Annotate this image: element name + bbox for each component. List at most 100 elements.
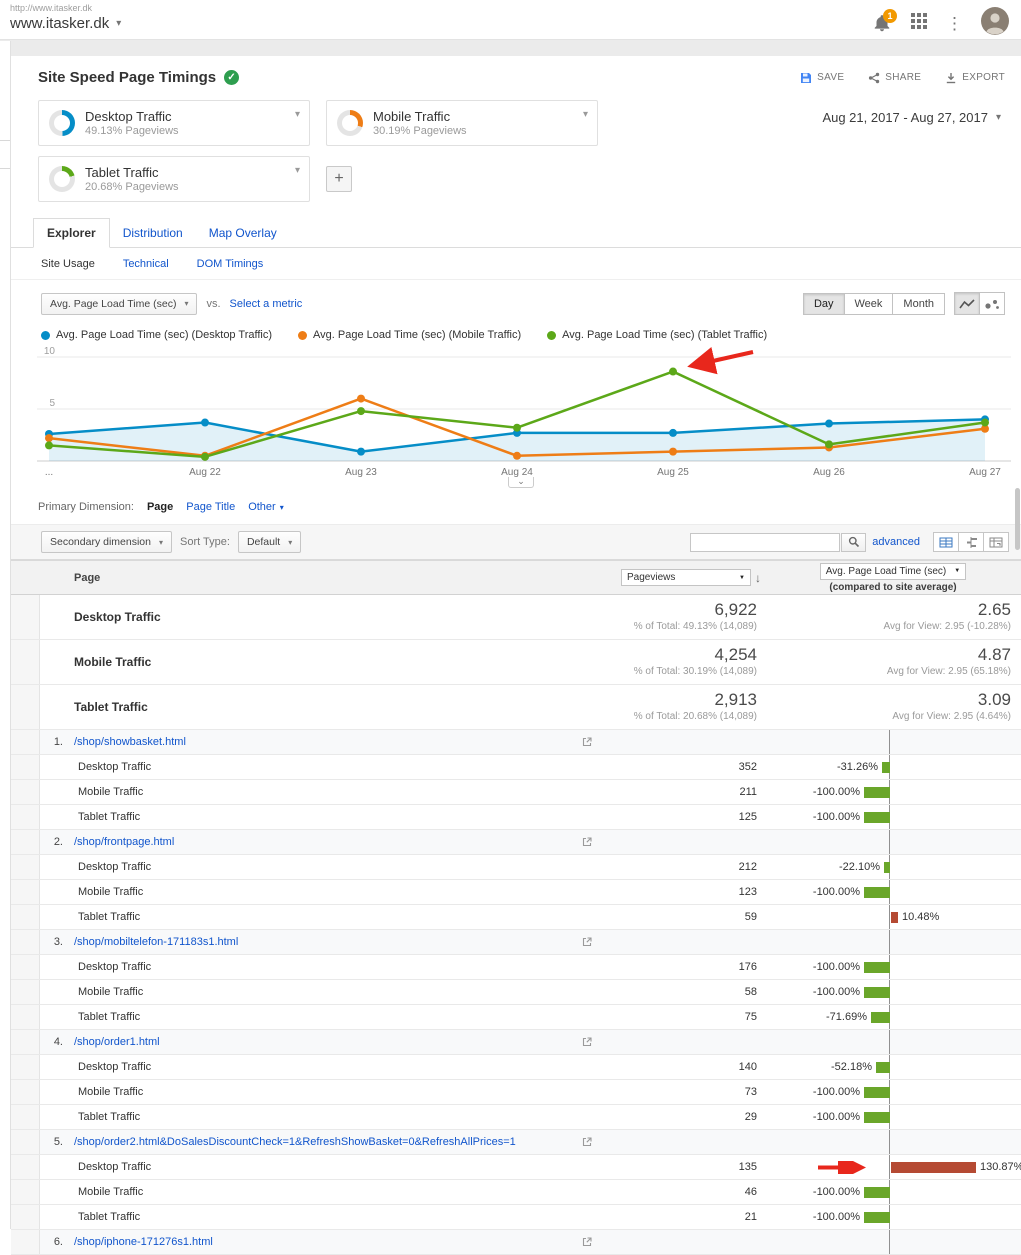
row-gutter [11, 1105, 40, 1129]
summary-pageviews-cell: 4,254 % of Total: 30.19% (14,089) [600, 640, 765, 684]
row-gutter [11, 780, 40, 804]
segment-card-tablet-traffic[interactable]: Tablet Traffic 20.68% Pageviews ▾ [38, 156, 310, 202]
pageviews-cell [600, 1030, 765, 1054]
page-link[interactable]: /shop/order2.html&DoSalesDiscountCheck=1… [74, 1136, 516, 1148]
change-percent-label: 10.48% [902, 911, 940, 923]
page-link[interactable]: /shop/mobiltelefon-171183s1.html [74, 936, 239, 948]
save-button[interactable]: SAVE [800, 72, 844, 84]
dimension-other-dropdown[interactable]: Other ▾ [248, 501, 284, 513]
timeseries-chart[interactable]: 5 10... Aug 22 Aug 23 Aug 24 Aug 25 Aug 26 Aug … [11, 345, 1021, 485]
select-a-metric-link[interactable]: Select a metric [229, 297, 303, 310]
metric-change-cell: -100.00% [765, 805, 1021, 829]
segment-card-desktop-traffic[interactable]: Desktop Traffic 49.13% Pageviews ▾ [38, 100, 310, 146]
row-number-cell [40, 1055, 68, 1079]
export-button[interactable]: EXPORT [945, 72, 1005, 84]
metric-select-dropdown[interactable]: Avg. Page Load Time (sec) ▾ [41, 292, 198, 315]
chevron-down-icon[interactable]: ▾ [294, 109, 300, 120]
summary-metric-subtext: Avg for View: 2.95 (65.18%) [886, 666, 1011, 677]
segment-subtitle: 30.19% Pageviews [373, 125, 467, 137]
property-selector[interactable]: www.itasker.dk ▾ [10, 15, 1021, 32]
pageviews-column-selector[interactable]: Pageviews ▼ [621, 569, 751, 586]
column-header-page[interactable]: Page [74, 572, 101, 584]
notifications-button[interactable]: 1 [872, 8, 897, 35]
pageviews-value: 176 [738, 961, 757, 973]
table-row-page: 2. /shop/frontpage.html [11, 830, 1021, 855]
advanced-search-link[interactable]: advanced [872, 536, 920, 548]
date-range-selector[interactable]: Aug 21, 2017 - Aug 27, 2017 ▾ [822, 110, 1001, 125]
page-link[interactable]: /shop/order1.html [74, 1036, 160, 1048]
segment-name-cell: Desktop Traffic [68, 755, 600, 779]
apps-grid-button[interactable] [910, 12, 928, 35]
open-in-new-button[interactable] [582, 937, 592, 947]
pivot-view-button[interactable] [983, 532, 1009, 552]
pageviews-column-label: Pageviews [627, 572, 676, 583]
summary-pageviews-subtext: % of Total: 49.13% (14,089) [633, 621, 757, 632]
open-in-new-button[interactable] [582, 837, 592, 847]
row-gutter [11, 1005, 40, 1029]
change-percent-label: -100.00% [812, 986, 860, 998]
secondary-dimension-button[interactable]: Secondary dimension ▾ [41, 531, 172, 553]
chevron-down-icon[interactable]: ▾ [294, 165, 300, 176]
segment-card-mobile-traffic[interactable]: Mobile Traffic 30.19% Pageviews ▾ [326, 100, 598, 146]
open-in-new-button[interactable] [582, 1137, 592, 1147]
summary-row: Desktop Traffic 6,922 % of Total: 49.13% (… [11, 595, 1021, 640]
granularity-week-button[interactable]: Week [843, 292, 894, 315]
add-segment-button[interactable]: + [326, 166, 352, 192]
dimension-page-title[interactable]: Page Title [186, 501, 236, 513]
open-in-new-button[interactable] [582, 1237, 592, 1247]
table-toolbar: Secondary dimension ▾ Sort Type: Default… [11, 524, 1021, 560]
subtab-site-usage[interactable]: Site Usage [41, 258, 95, 270]
motion-chart-view-button[interactable] [979, 292, 1005, 315]
search-button[interactable] [841, 532, 867, 552]
chevron-down-icon: ▾ [288, 537, 293, 547]
dimension-page[interactable]: Page [146, 501, 174, 513]
comparison-view-button[interactable] [958, 532, 984, 552]
share-label: SHARE [885, 72, 922, 83]
granularity-day-button[interactable]: Day [802, 292, 845, 315]
table-row-segment: Desktop Traffic 135 130.87% [11, 1153, 1021, 1182]
tab-map-overlay[interactable]: Map Overlay [208, 226, 277, 240]
metric-cell [765, 930, 1021, 954]
data-quality-check-icon[interactable]: ✓ [224, 70, 240, 85]
table-row-segment: Tablet Traffic 59 10.48% [11, 905, 1021, 930]
page-link[interactable]: /shop/iphone-171276s1.html [74, 1236, 213, 1248]
granularity-month-button[interactable]: Month [892, 292, 945, 315]
row-number-cell [40, 880, 68, 904]
header-divider-band [0, 40, 1021, 56]
change-bar [864, 987, 890, 998]
metric-change-cell: -100.00% [765, 955, 1021, 979]
page-link[interactable]: /shop/showbasket.html [74, 736, 186, 748]
open-in-new-icon [582, 937, 592, 947]
share-button[interactable]: SHARE [868, 72, 921, 84]
data-table-view-button[interactable] [933, 532, 959, 552]
table-search-input[interactable] [690, 532, 841, 552]
row-number-cell [40, 1180, 68, 1204]
vertical-scrollbar[interactable] [1015, 488, 1020, 550]
open-in-new-button[interactable] [582, 737, 592, 747]
tab-distribution[interactable]: Distribution [122, 226, 183, 240]
sort-descending-icon[interactable]: ↓ [755, 570, 761, 585]
line-chart-view-button[interactable] [954, 292, 980, 315]
bar-axis-line [889, 730, 890, 754]
metric-change-cell: -100.00% [765, 780, 1021, 804]
sort-type-button[interactable]: Default ▾ [237, 531, 302, 553]
table-row-page: 6. /shop/iphone-171276s1.html [11, 1230, 1021, 1255]
open-in-new-button[interactable] [582, 1037, 592, 1047]
legend-item: Avg. Page Load Time (sec) (Mobile Traffi… [298, 329, 521, 341]
subtab-technical[interactable]: Technical [122, 258, 169, 270]
kebab-menu-button[interactable]: ⋮ [946, 13, 963, 33]
avatar[interactable] [981, 7, 1009, 40]
metric-change-cell: -100.00% [765, 880, 1021, 904]
tab-explorer[interactable]: Explorer [33, 218, 110, 248]
metric-column-selector[interactable]: Avg. Page Load Time (sec) ▼ [819, 562, 967, 580]
summary-row: Mobile Traffic 4,254 % of Total: 30.19% (1… [11, 640, 1021, 685]
collapsed-nav-rail[interactable] [0, 41, 11, 1229]
page-link[interactable]: /shop/frontpage.html [74, 836, 175, 848]
svg-text:Aug 27: Aug 27 [969, 467, 1001, 478]
open-in-new-icon [582, 737, 592, 747]
subtab-dom-timings[interactable]: DOM Timings [196, 258, 264, 270]
annotations-toggle[interactable]: ⌄ [508, 477, 534, 488]
bar-axis-line [889, 830, 890, 854]
chevron-down-icon[interactable]: ▾ [582, 109, 588, 120]
download-icon [947, 72, 956, 83]
